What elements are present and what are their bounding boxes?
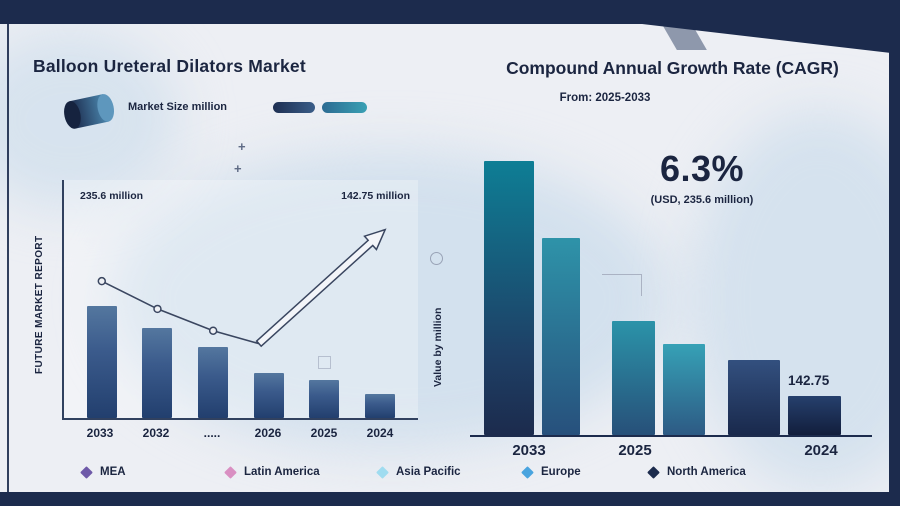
plus-decoration: +	[234, 161, 242, 176]
legend-label-mea: MEA	[100, 466, 126, 478]
legend-marker-asia-pacific	[376, 465, 389, 479]
x-label-2032: 2032	[142, 426, 170, 440]
bar-2032	[142, 327, 173, 418]
right-edge-strip	[889, 0, 900, 506]
market-size-chart: 235.6 million 142.75 million	[62, 180, 418, 420]
cagr-title: Compound Annual Growth Rate (CAGR)	[506, 58, 839, 78]
cagr-bar-2033-b	[542, 238, 580, 435]
legend-label-europe: Europe	[541, 466, 581, 478]
bar-2033	[86, 306, 117, 418]
cagr-x-label-2024: 2024	[804, 442, 838, 459]
legend-item-mea: MEA	[80, 465, 126, 479]
cagr-value: 6.3%	[659, 148, 745, 189]
x-label-ellipsis: .....	[203, 426, 221, 440]
annotation-2033-value: 235.6 million	[80, 190, 144, 202]
legend-marker-europe	[521, 465, 534, 479]
annotation-2024-value: 142.75 million	[341, 190, 410, 202]
x-label-2033: 2033	[86, 426, 114, 440]
legend-label-asia-pacific: Asia Pacific	[396, 466, 461, 478]
legend-marker-latin-america	[224, 465, 237, 479]
market-y-axis-label: FUTURE MARKET REPORT	[34, 235, 45, 375]
cagr-x-label-2025: 2025	[618, 442, 652, 459]
bar-ellipsis-years	[198, 346, 229, 418]
cagr-y-axis-label: Value by million	[432, 307, 444, 387]
left-edge-line	[7, 24, 9, 492]
x-label-2024: 2024	[366, 426, 394, 440]
trend-arrow-overlay	[97, 228, 387, 348]
legend-item-asia-pacific: Asia Pacific	[376, 465, 461, 479]
legend-item-europe: Europe	[521, 465, 581, 479]
legend-marker-mea	[80, 465, 93, 479]
cagr-caption: (USD, 235.6 million)	[650, 194, 754, 206]
market-x-axis: 2033 2032 ..... 2026 2025 2024	[62, 426, 418, 440]
legend-label-latin-america: Latin America	[244, 466, 320, 478]
bar-2024	[365, 394, 396, 418]
scale-pill-teal	[322, 102, 367, 113]
bracket-decoration	[602, 274, 642, 296]
cagr-bar-2033-a	[484, 160, 534, 435]
legend-item-latin-america: Latin America	[224, 465, 320, 479]
bar-group-2024	[728, 158, 841, 435]
x-label-2025: 2025	[310, 426, 338, 440]
bar-group-2025	[612, 158, 705, 435]
cagr-highlight: 6.3% (USD, 235.6 million)	[592, 148, 812, 206]
market-title: Balloon Ureteral Dilators Market	[33, 56, 306, 76]
cagr-bar-2024-a	[728, 360, 780, 435]
scale-pill-dark	[273, 102, 315, 113]
cagr-bar-2024-b	[788, 396, 841, 435]
market-size-icon	[64, 94, 115, 129]
plus-decoration: +	[238, 139, 246, 154]
cagr-2024-value-label: 142.75	[788, 373, 830, 388]
cagr-chart	[470, 158, 872, 437]
cagr-bar-2025-b	[663, 343, 705, 435]
bottom-bar	[0, 492, 900, 506]
cagr-subtitle: From: 2025-2033	[559, 92, 651, 104]
legend-item-north-america: North America	[647, 465, 746, 479]
bar-2025	[309, 379, 340, 418]
cagr-x-label-2033: 2033	[512, 442, 546, 459]
square-decoration	[318, 356, 331, 369]
bar-group-2033	[484, 158, 580, 435]
bar-2026	[253, 372, 284, 418]
legend-marker-north-america	[647, 465, 660, 479]
cagr-bar-2025-a	[612, 321, 655, 435]
circle-decoration	[430, 252, 443, 265]
legend-label-north-america: North America	[667, 466, 746, 478]
market-bars	[64, 180, 418, 418]
market-size-label: Market Size million	[128, 101, 228, 113]
x-label-2026: 2026	[254, 426, 282, 440]
